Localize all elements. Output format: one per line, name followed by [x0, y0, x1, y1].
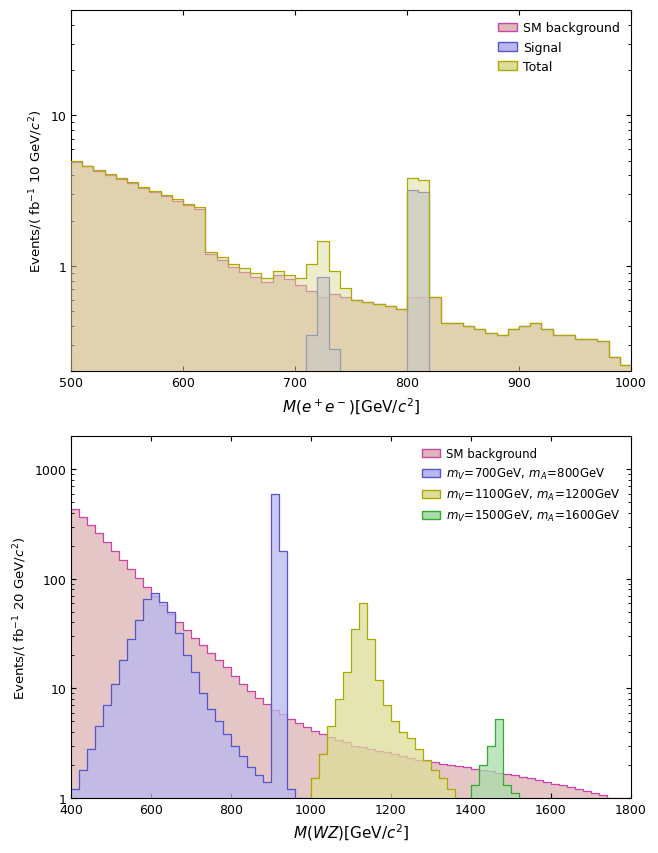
X-axis label: $M(WZ)[{\rm GeV}/c^2]$: $M(WZ)[{\rm GeV}/c^2]$ — [293, 821, 409, 842]
Y-axis label: Events/( fb$^{-1}$ 20 GeV/$c^2$): Events/( fb$^{-1}$ 20 GeV/$c^2$) — [11, 536, 29, 699]
Legend: SM background, Signal, Total: SM background, Signal, Total — [493, 17, 624, 78]
Y-axis label: Events/( fb$^{-1}$ 10 GeV/$c^2$): Events/( fb$^{-1}$ 10 GeV/$c^2$) — [27, 110, 45, 273]
X-axis label: $M(e^+e^-)[{\rm GeV}/c^2]$: $M(e^+e^-)[{\rm GeV}/c^2]$ — [282, 396, 420, 416]
Legend: SM background, $m_V\!=\!700{\rm GeV},\,m_A\!=\!800{\rm GeV}$, $m_V\!=\!1100{\rm : SM background, $m_V\!=\!700{\rm GeV},\,m… — [418, 443, 625, 528]
